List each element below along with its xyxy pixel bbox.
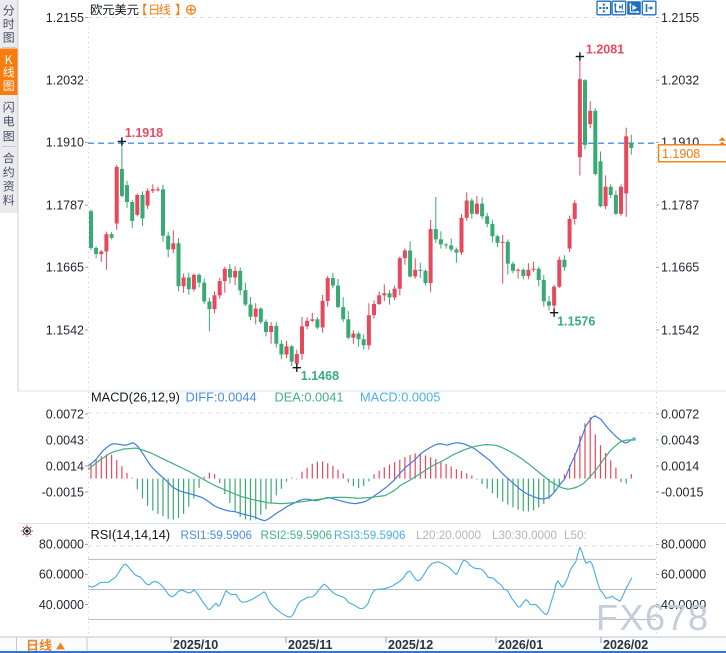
svg-text:0.0043: 0.0043	[661, 433, 699, 447]
svg-text:1.2081: 1.2081	[586, 43, 624, 57]
svg-text:1.1787: 1.1787	[661, 198, 699, 212]
svg-text:1.1542: 1.1542	[46, 323, 84, 337]
svg-text:1.1468: 1.1468	[301, 369, 339, 383]
svg-text:-0.0015: -0.0015	[42, 485, 84, 499]
svg-text:0.0014: 0.0014	[46, 459, 84, 473]
svg-text:80.0000: 80.0000	[39, 538, 84, 552]
svg-text:2026/01: 2026/01	[498, 638, 543, 652]
svg-text:FX678: FX678	[596, 597, 710, 638]
svg-text:MACD:0.0005: MACD:0.0005	[360, 390, 440, 405]
svg-text:L50:: L50:	[564, 529, 587, 542]
svg-text:1.1918: 1.1918	[125, 126, 163, 140]
svg-text:0.0072: 0.0072	[661, 407, 699, 421]
svg-text:80.0000: 80.0000	[661, 538, 706, 552]
svg-text:1.2032: 1.2032	[661, 74, 699, 88]
svg-text:MACD(26,12,9): MACD(26,12,9)	[91, 390, 180, 405]
svg-text:2025/10: 2025/10	[173, 638, 218, 652]
svg-text:L20:20.0000: L20:20.0000	[416, 529, 481, 542]
svg-text:2025/12: 2025/12	[388, 638, 433, 652]
svg-text:DEA:0.0041: DEA:0.0041	[275, 390, 344, 405]
svg-text:40.0000: 40.0000	[39, 598, 84, 612]
svg-text:RSI1:59.5906: RSI1:59.5906	[181, 529, 252, 542]
svg-text:2026/02: 2026/02	[603, 638, 648, 652]
svg-text:40.0000: 40.0000	[661, 598, 706, 612]
svg-text:1.2155: 1.2155	[46, 11, 84, 25]
svg-text:1.1908: 1.1908	[662, 147, 700, 161]
svg-text:60.0000: 60.0000	[661, 568, 706, 582]
svg-text:-0.0015: -0.0015	[661, 485, 703, 499]
svg-text:1.1665: 1.1665	[46, 261, 84, 275]
svg-text:RSI(14,14,14): RSI(14,14,14)	[91, 527, 171, 542]
svg-text:RSI3:59.5906: RSI3:59.5906	[334, 529, 405, 542]
svg-text:RSI2:59.5906: RSI2:59.5906	[261, 529, 332, 542]
svg-text:1.1910: 1.1910	[46, 136, 84, 150]
svg-text:1.1576: 1.1576	[557, 315, 595, 329]
svg-text:1.1542: 1.1542	[661, 323, 699, 337]
svg-text:1.2155: 1.2155	[661, 11, 699, 25]
svg-text:0.0072: 0.0072	[46, 407, 84, 421]
svg-text:0.0043: 0.0043	[46, 433, 84, 447]
svg-text:60.0000: 60.0000	[39, 568, 84, 582]
svg-text:2025/11: 2025/11	[288, 638, 333, 652]
svg-text:1.1787: 1.1787	[46, 198, 84, 212]
svg-text:L30:30.0000: L30:30.0000	[492, 529, 557, 542]
svg-text:1.1665: 1.1665	[661, 261, 699, 275]
svg-text:0.0014: 0.0014	[661, 459, 699, 473]
svg-text:1.2032: 1.2032	[46, 74, 84, 88]
svg-text:DIFF:0.0044: DIFF:0.0044	[186, 390, 257, 405]
